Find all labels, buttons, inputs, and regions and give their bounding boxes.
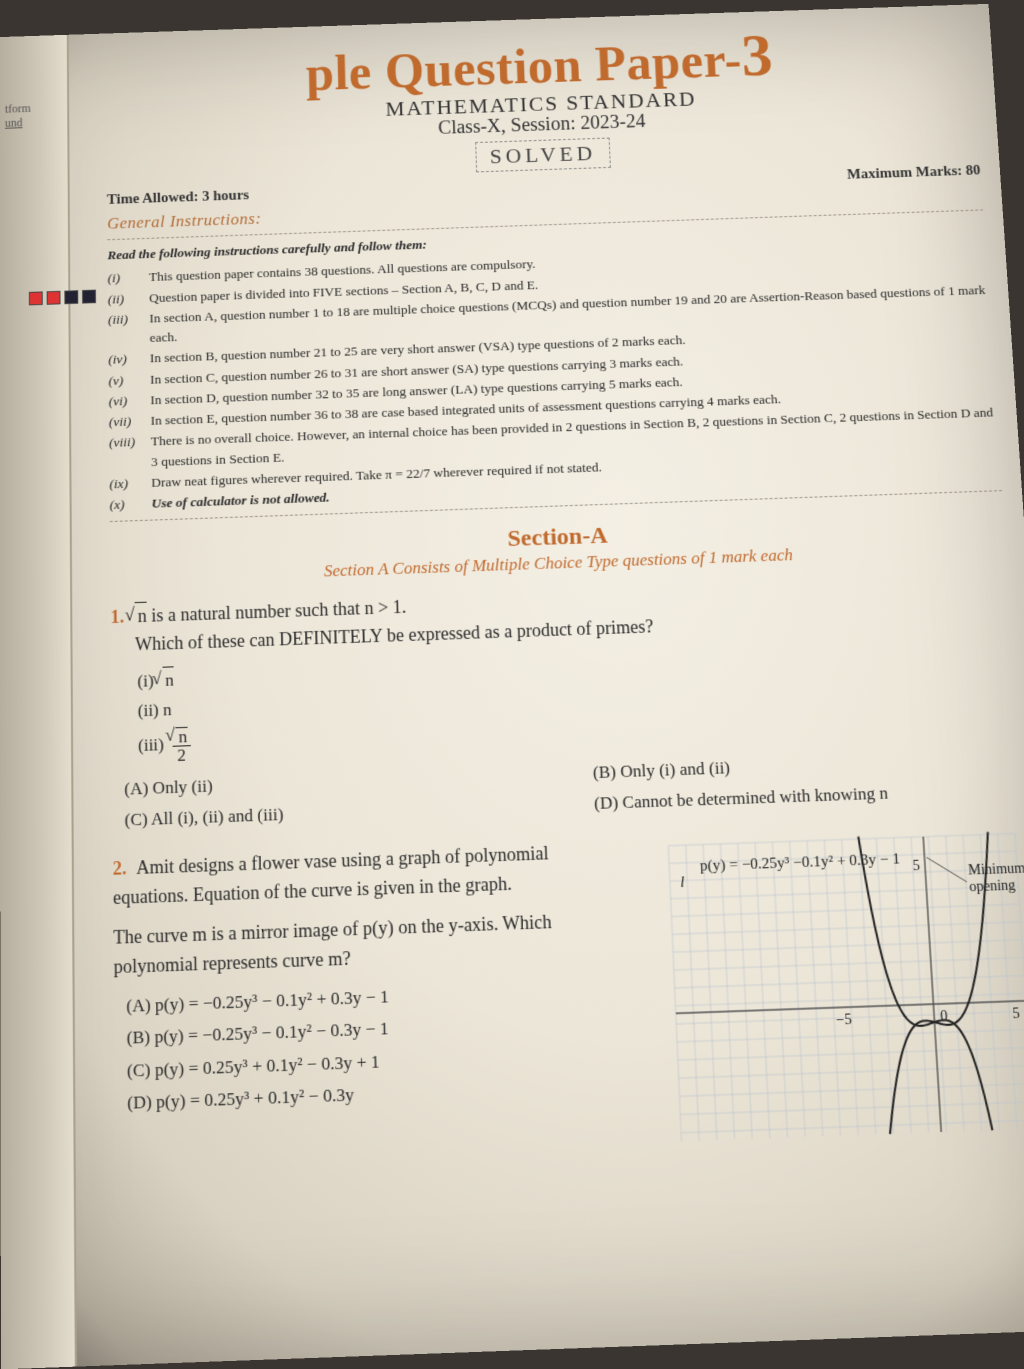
q2-num: 2. [113,858,127,879]
y-tick-5: 5 [912,858,920,874]
tab-text: tform [5,102,31,117]
graph-eq: p(y) = −0.25y³ −0.1y² + 0.3y − 1 [700,851,901,875]
label-min: Minimum [968,860,1024,878]
content: ple Question Paper-3 MATHEMATICS STANDAR… [105,5,1024,1174]
instructions-list: (i)This question paper contains 38 quest… [108,239,1002,515]
x-tick-5: 5 [1012,1005,1020,1021]
color-squares [29,290,96,306]
roman: (vi) [109,391,143,412]
graph: p(y) = −0.25y³ −0.1y² + 0.3y − 1 l 5 Min… [637,823,1024,1154]
roman: (iii) [108,309,142,349]
roman: (vii) [109,411,143,432]
callout-line [927,856,967,883]
label: (iii) [138,734,164,754]
x-tick-0: 0 [940,1008,948,1024]
roman: (ix) [109,473,143,494]
title-prefix: ple [305,46,385,102]
sqrt-n-icon: n [162,666,174,694]
tab-text: und [5,116,31,131]
sqrt-n: n [135,602,147,631]
time-allowed: Time Allowed: 3 hours [107,188,249,209]
roman: (i) [108,268,142,289]
q2-answers: (A) p(y) = −0.25y³ − 0.1y² + 0.3y − 1 (B… [126,975,630,1118]
q2-p1: Amit designs a flower vase using a graph… [113,843,549,908]
left-tab: tform und [5,102,31,131]
instructions: Read the following instructions carefull… [107,216,1001,515]
q1-sub-options: (i) n (ii) n (iii) n2 [137,637,1018,765]
title-num: 3 [740,21,775,88]
x-tick--5: −5 [836,1011,852,1028]
q2-p2: The curve m is a mirror image of p(y) on… [113,906,624,983]
title-block: ple Question Paper-3 MATHEMATICS STANDAR… [106,14,980,185]
roman: (viii) [109,432,143,473]
graph-svg: p(y) = −0.25y³ −0.1y² + 0.3y − 1 l 5 Min… [637,823,1024,1154]
page: tform und ple Question Paper-3 MATHEMATI… [0,4,1024,1369]
left-margin: tform und [0,35,77,1369]
graph-l: l [680,874,685,891]
solved-badge: SOLVED [475,138,611,173]
question-2: 2. Amit designs a flower vase using a gr… [113,823,1024,1173]
question-1: 1. n is a natural number such that n > 1… [110,572,1023,835]
roman: (v) [108,370,142,391]
roman: (iv) [108,349,142,370]
q2-text: 2. Amit designs a flower vase using a gr… [113,838,630,1123]
q1-stem-a: is a natural number such that n > 1. [151,597,406,626]
roman: (ii) [108,289,142,310]
frac-icon: n2 [172,726,190,763]
label-open: opening [969,877,1016,895]
max-marks: Maximum Marks: 80 [847,163,981,184]
q1-num: 1. [110,607,124,628]
roman: (x) [109,494,143,515]
